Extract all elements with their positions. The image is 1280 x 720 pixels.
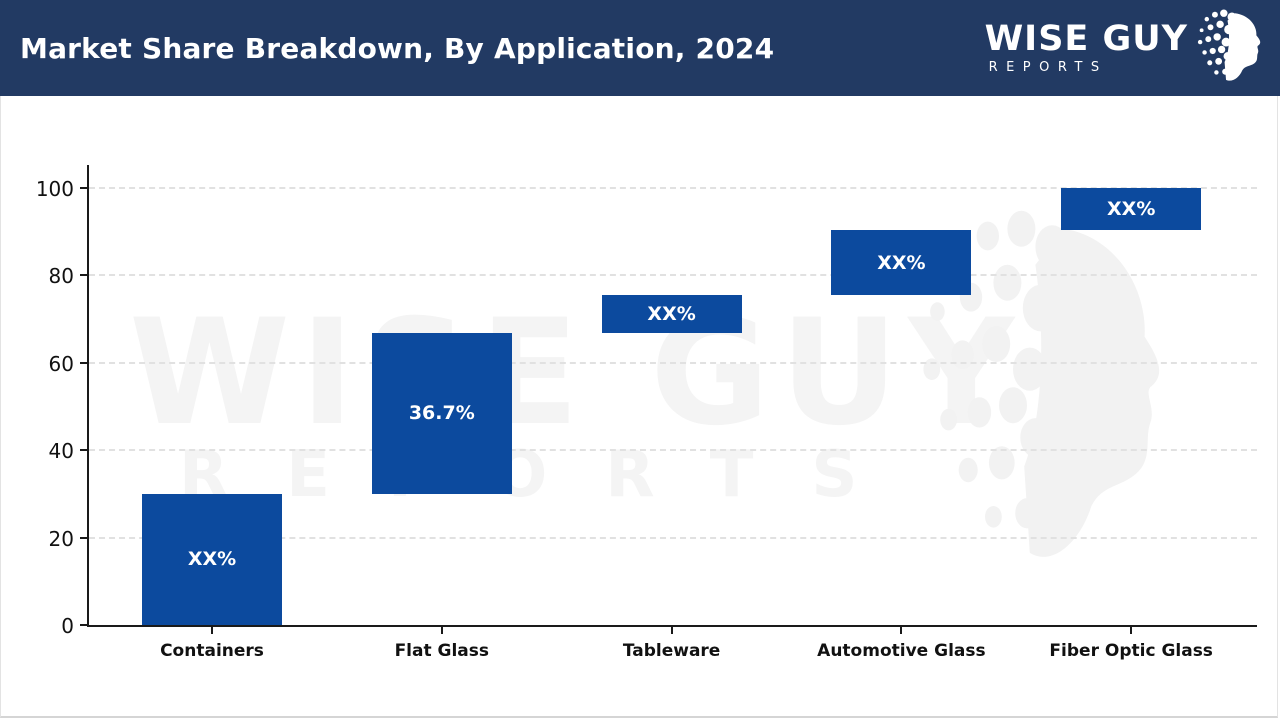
header: Market Share Breakdown, By Application, … — [0, 0, 1280, 96]
y-tick-mark — [80, 449, 87, 451]
y-tick-label: 60 — [48, 351, 74, 376]
watermark-wiseguy-text: WISE GUY — [129, 288, 1025, 458]
category-label: Fiber Optic Glass — [1049, 641, 1213, 661]
bar-value-label: 36.7% — [408, 402, 475, 425]
bar — [1061, 187, 1202, 230]
logo-wiseguy-label: WISE GUY — [984, 19, 1188, 59]
bar-value-label: XX% — [187, 548, 237, 571]
y-tick-label: 0 — [61, 614, 74, 638]
logo-reports-label: REPORTS — [988, 60, 1108, 75]
gridline — [89, 449, 1257, 451]
bar — [371, 333, 512, 494]
plot: WISE GUY REPORTS 0 20 40 60 80 100 XX% Containe… — [1, 96, 1277, 716]
y-tick-mark — [80, 536, 87, 539]
watermark-head-icon — [923, 210, 1160, 557]
category-label: Flat Glass — [394, 641, 490, 661]
bar — [142, 493, 282, 625]
y-tick-mark — [80, 624, 87, 626]
x-tick-mark — [1130, 627, 1133, 634]
bar-value-label: XX% — [877, 251, 926, 274]
wiseguy-logo: WISE GUY REPORTS — [985, 5, 1266, 91]
x-tick-mark — [211, 627, 213, 634]
category-label: Automotive Glass — [817, 641, 986, 661]
x-axis — [87, 625, 1257, 627]
chart-area: WISE GUY REPORTS 0 20 40 60 80 100 XX% Containe… — [0, 96, 1278, 718]
category-label: Containers — [160, 641, 264, 661]
category-label: Tableware — [622, 641, 721, 661]
y-tick-mark — [80, 361, 87, 364]
y-tick-label: 100 — [35, 176, 74, 201]
x-tick-mark — [670, 627, 673, 634]
y-tick-label: 20 — [48, 526, 74, 551]
bar-value-label: XX% — [647, 303, 696, 326]
bar-value-label: XX% — [1107, 197, 1156, 220]
y-tick-mark — [80, 274, 87, 276]
wiseguy-head-icon — [1197, 9, 1261, 81]
gridline — [89, 361, 1257, 364]
gridline — [89, 274, 1257, 276]
bar — [831, 229, 972, 296]
gridline — [89, 186, 1257, 189]
y-tick-label: 40 — [48, 439, 74, 463]
x-tick-mark — [900, 627, 903, 634]
page-title: Market Share Breakdown, By Application, … — [20, 31, 775, 65]
bar — [601, 295, 742, 334]
gridline — [89, 536, 1257, 539]
y-tick-mark — [80, 186, 87, 189]
x-tick-mark — [440, 627, 443, 634]
logo-text: WISE GUY REPORTS — [984, 19, 1188, 75]
y-tick-label: 80 — [48, 264, 74, 288]
y-axis — [87, 165, 89, 627]
